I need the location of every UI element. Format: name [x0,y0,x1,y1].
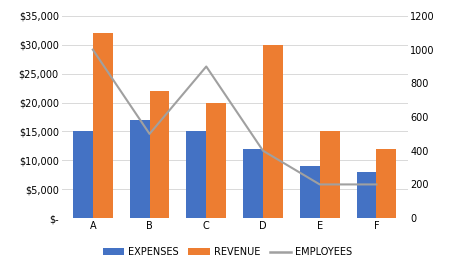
Bar [130,120,149,218]
Bar [93,33,113,218]
Bar [376,149,396,218]
Bar [300,166,320,218]
Bar [149,91,169,218]
Bar [206,103,226,218]
Legend: EXPENSES, REVENUE, EMPLOYEES: EXPENSES, REVENUE, EMPLOYEES [99,243,356,261]
Bar [243,149,263,218]
Bar [186,131,206,218]
Bar [320,131,339,218]
Bar [263,45,283,218]
Bar [356,172,376,218]
Bar [73,131,93,218]
